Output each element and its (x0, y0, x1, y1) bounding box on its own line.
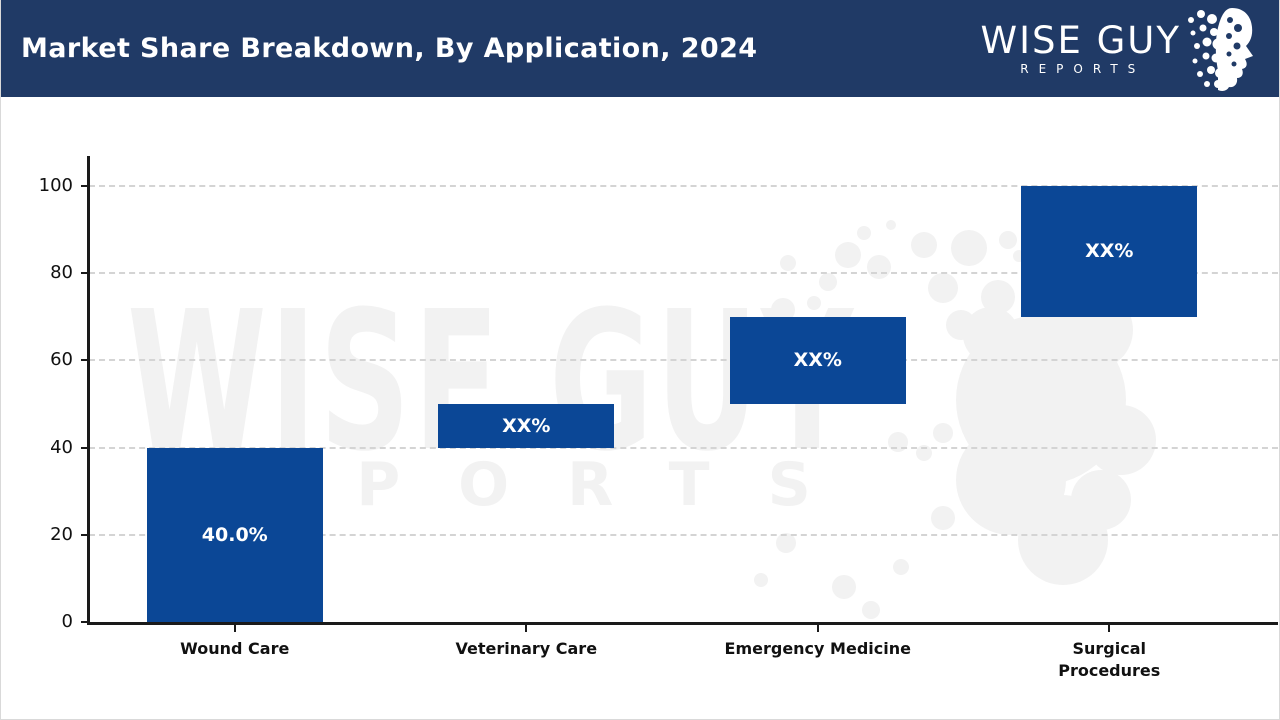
bar-value-label: XX% (1085, 240, 1134, 263)
y-tick (81, 185, 89, 187)
bar-value-label: XX% (793, 349, 842, 372)
y-tick (81, 272, 89, 275)
y-tick-label: 60 (50, 349, 73, 371)
x-axis-line (87, 622, 1278, 625)
bar-value-label: 40.0% (201, 523, 268, 546)
bar: XX% (1021, 186, 1198, 317)
wiseguy-logo: WISE GUY REPORTS (981, 6, 1255, 92)
plot: WISE GUY REPORTS 0 20 40 60 80 100 40.0% Wound … (1, 97, 1279, 719)
y-tick (81, 621, 89, 623)
gridline (89, 446, 1278, 449)
y-tick (81, 359, 89, 362)
y-tick-label: 80 (50, 262, 73, 284)
x-tick (1108, 625, 1111, 632)
y-tick (81, 533, 89, 536)
y-tick (81, 446, 89, 449)
bar: 40.0% (146, 447, 323, 622)
x-tick (233, 625, 236, 632)
logo-subtitle: REPORTS (1020, 62, 1146, 76)
gridline (89, 272, 1278, 275)
bar: XX% (438, 404, 615, 448)
y-tick-label: 0 (61, 611, 73, 632)
y-tick-label: 100 (38, 175, 73, 196)
x-tick (816, 625, 819, 632)
logo-face-icon (1188, 7, 1253, 91)
logo-wordmark: WISE GUY (980, 19, 1181, 62)
y-axis-line (87, 156, 90, 625)
y-tick-label: 40 (50, 436, 73, 458)
x-tick-label: Surgical Procedures (1058, 639, 1161, 681)
chart-area: WISE GUY REPORTS 0 20 40 60 80 100 40.0% Wound … (1, 97, 1279, 719)
x-tick (525, 625, 528, 632)
gridline (89, 185, 1278, 187)
gridline (89, 359, 1278, 362)
logo-text: WISE GUY REPORTS (981, 22, 1181, 75)
bar: XX% (729, 316, 906, 404)
y-tick-label: 20 (50, 523, 73, 545)
header: Market Share Breakdown, By Application, … (1, 0, 1279, 97)
bar-value-label: XX% (502, 414, 551, 437)
x-tick-label: Emergency Medicine (724, 639, 911, 658)
x-tick-label: Wound Care (180, 639, 290, 658)
gridline (89, 533, 1278, 536)
page-title: Market Share Breakdown, By Application, … (21, 33, 758, 64)
x-tick-label: Veterinary Care (455, 639, 598, 658)
